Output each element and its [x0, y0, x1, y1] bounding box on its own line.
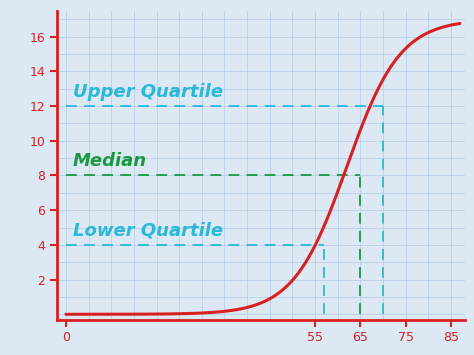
Text: Median: Median [73, 152, 147, 170]
Text: Upper Quartile: Upper Quartile [73, 83, 223, 102]
Text: Lower Quartile: Lower Quartile [73, 222, 223, 239]
